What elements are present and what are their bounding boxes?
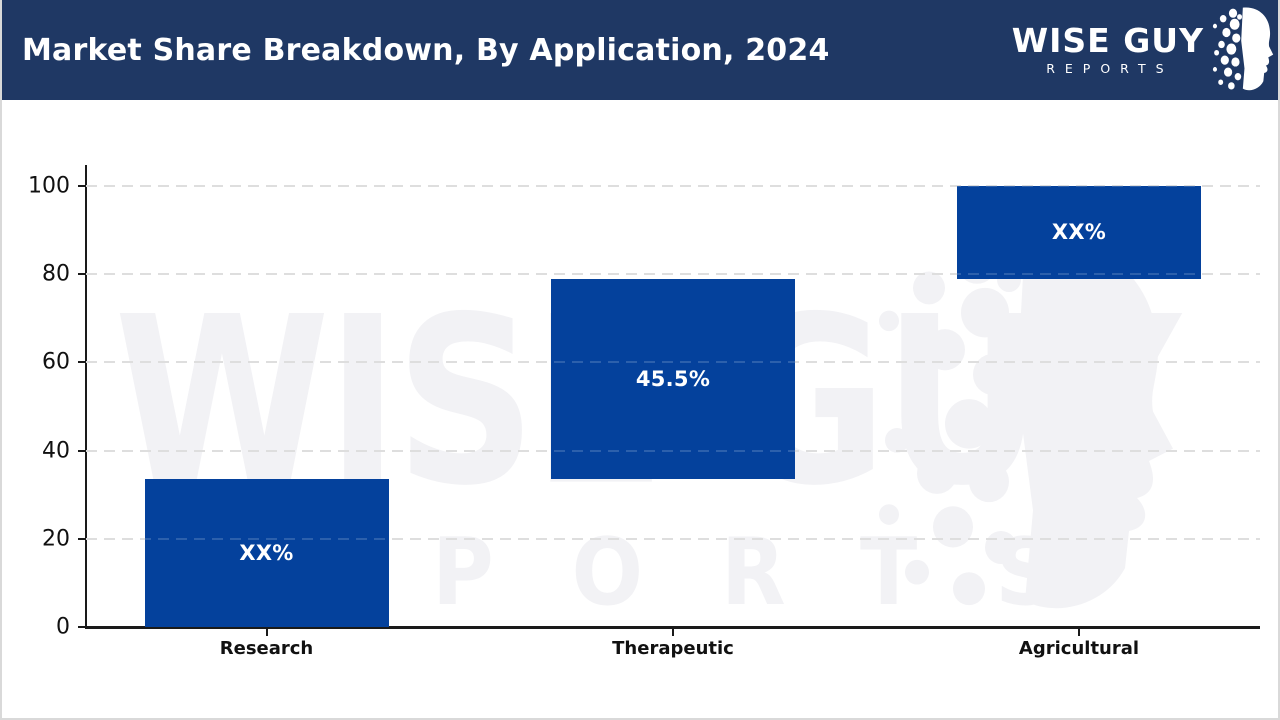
y-tick-mark [78,185,86,187]
brand-logo: WISE GUY REPORTS [1012,0,1276,100]
y-tick-label: 40 [42,438,70,464]
x-tick-mark [672,629,674,636]
y-tick-label: 0 [56,614,70,640]
gridline-overlay-20 [86,537,1260,540]
gridline-overlay-100 [86,185,1260,187]
bar-value-label: XX% [239,541,294,566]
x-tick-mark [265,629,268,636]
gridline-100 [86,185,1260,187]
y-tick-mark [78,361,86,364]
y-tick-label: 60 [42,349,70,375]
brand-logo-text: WISE GUY REPORTS [1012,24,1204,76]
page-title: Market Share Breakdown, By Application, … [22,32,830,68]
gridline-overlay-80 [86,273,1260,276]
x-tick-mark [1078,629,1080,636]
gridline-20 [86,537,1260,540]
y-tick-mark [78,537,86,540]
brand-sub-wordmark: REPORTS [1046,61,1174,76]
y-tick-mark [78,273,86,276]
x-category-label-research: Research [219,638,314,659]
bar-research: XX% [144,479,389,627]
gridline-overlay-60 [86,361,1260,364]
x-category-label-agricultural: Agricultural [1018,638,1140,659]
brand-wordmark: WISE GUY [1011,21,1204,60]
bar-agricultural: XX% [957,186,1201,279]
bar-therapeutic: 45.5% [551,278,795,480]
y-tick-mark [78,449,86,452]
header-bar: Market Share Breakdown, By Application, … [2,0,1278,100]
gridline-overlay-40 [86,449,1260,452]
gridline-80 [86,273,1260,276]
y-tick-mark [78,626,86,628]
y-tick-label: 20 [42,526,70,552]
brand-head-icon [1212,7,1274,91]
bar-value-label: 45.5% [635,366,711,391]
x-axis-line [85,626,1260,629]
bar-value-label: XX% [1051,220,1107,245]
y-axis-line [85,165,87,628]
y-tick-label: 80 [42,261,70,287]
y-tick-label: 100 [28,173,70,199]
watermark-head-icon [879,237,1173,609]
x-category-label-therapeutic: Therapeutic [612,638,734,659]
